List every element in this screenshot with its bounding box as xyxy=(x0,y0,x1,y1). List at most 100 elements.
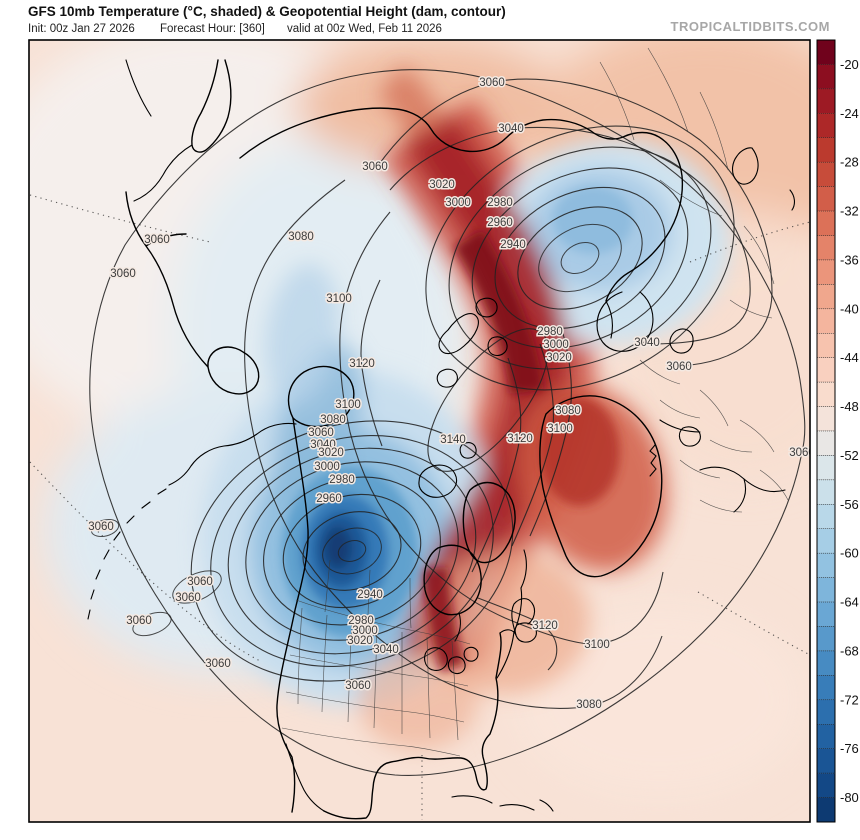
contour-3060-eurasia xyxy=(374,78,773,367)
colorbar-cell xyxy=(816,406,836,432)
contour-label: 3060 xyxy=(789,447,815,459)
colorbar-cell xyxy=(816,552,836,578)
coastline-na-west xyxy=(276,417,309,813)
colorbar-cell xyxy=(816,88,836,114)
contour-label: 3100 xyxy=(335,399,361,411)
init-time-label: Init: 00z Jan 27 2026 xyxy=(28,23,135,35)
contour-3100-northeast xyxy=(511,343,554,547)
coastline-aleutian-islands xyxy=(87,488,167,620)
colorbar-tick: -60 xyxy=(840,546,859,561)
contour-label: 3060 xyxy=(205,658,231,670)
colorbar-tick-labels: -20 -24 -28 -32 -36 -40 -44 -48 -52 -56 -60 -64 -68 -… xyxy=(840,57,859,805)
colorbar-tick: -80 xyxy=(840,790,859,805)
contour-label: 3100 xyxy=(326,293,352,305)
coastline-great-lakes xyxy=(424,646,479,675)
contour-label: 3000 xyxy=(445,197,471,209)
contour-label: 2980 xyxy=(329,474,355,486)
contour-label: 3020 xyxy=(429,179,455,191)
colorbar-cell xyxy=(816,161,836,187)
height-contours xyxy=(89,69,806,776)
coastline-arctic-archipelago xyxy=(418,297,508,498)
contour-label: 3060 xyxy=(187,576,213,588)
contour-label: 3020 xyxy=(347,635,373,647)
contour-3120-southeast xyxy=(477,597,558,671)
colorbar-cell xyxy=(816,39,836,65)
colorbar-cell xyxy=(816,797,836,823)
colorbar-cell xyxy=(816,650,836,676)
colorbar-tick: -28 xyxy=(840,155,859,170)
coastline-labrador xyxy=(496,549,527,679)
colorbar-cell xyxy=(816,210,836,236)
coastline-alaska xyxy=(287,365,355,428)
colorbar-cell xyxy=(816,430,836,456)
coastline-britain xyxy=(669,328,694,354)
contour-3060-aleutian-loop xyxy=(132,611,172,637)
contour-label: 3020 xyxy=(546,352,572,364)
coastline-white-sea xyxy=(731,147,795,211)
colorbar-cell xyxy=(816,504,836,529)
colorbar xyxy=(816,39,836,823)
contour-3060-aleutian-loop xyxy=(172,570,222,604)
contour-label: 3100 xyxy=(584,639,610,651)
coastline-okhotsk xyxy=(125,59,193,202)
colorbar-cell xyxy=(816,577,836,603)
contour-label: 3080 xyxy=(288,231,314,243)
coastline-mediterranean xyxy=(659,419,786,513)
contour-label: 3080 xyxy=(576,699,602,711)
contour-label: 3060 xyxy=(144,234,170,246)
header: GFS 10mb Temperature (°C, shaded) & Geop… xyxy=(28,4,830,35)
contour-label: 3060 xyxy=(362,161,388,173)
colorbar-tick: -36 xyxy=(840,252,859,267)
coastline-greenland xyxy=(539,395,663,578)
colorbar-cell xyxy=(816,64,836,90)
colorbar-cell xyxy=(816,455,836,481)
coastline-caribbean xyxy=(451,795,554,812)
contour-label: 3060 xyxy=(345,680,371,692)
contour-label: 3040 xyxy=(498,123,524,135)
contour-label: 2940 xyxy=(357,589,383,601)
coastline-james-bay xyxy=(454,612,461,642)
coastline-baffin xyxy=(462,481,516,564)
colorbar-tick: -40 xyxy=(840,301,859,316)
colorbar-tick: -20 xyxy=(840,57,859,72)
contour-3080-west xyxy=(244,179,663,710)
colorbar-cell xyxy=(816,259,836,285)
colorbar-frame xyxy=(816,39,836,823)
contour-3100-west xyxy=(339,211,664,645)
temperature-shading xyxy=(29,40,810,800)
coastline-iceland xyxy=(678,426,701,447)
colorbar-cell xyxy=(816,699,836,725)
contour-label: 3000 xyxy=(314,461,340,473)
colorbar-cell xyxy=(816,186,836,212)
colorbar-cell xyxy=(816,137,836,163)
political-borders xyxy=(281,47,789,757)
contour-3140-ridge xyxy=(427,328,549,472)
colorbar-cell xyxy=(816,748,836,774)
colorbar-tick: -72 xyxy=(840,692,859,707)
page-title: GFS 10mb Temperature (°C, shaded) & Geop… xyxy=(28,4,506,19)
colorbar-cell xyxy=(816,333,836,358)
colorbar-cell xyxy=(816,284,836,310)
contour-3120-northeast xyxy=(471,357,522,573)
map-frame xyxy=(28,39,811,823)
colorbar-cell xyxy=(816,528,836,554)
coastline-baltic xyxy=(596,291,654,352)
contour-label: 3060 xyxy=(126,615,152,627)
contour-label: 3140 xyxy=(440,434,466,446)
colorbar-cell xyxy=(816,308,836,334)
forecast-hour-label: Forecast Hour: [360] xyxy=(160,23,265,35)
coastline-baja xyxy=(285,743,325,812)
colorbar-tick: -48 xyxy=(840,399,859,414)
coastline-alaska-peninsula xyxy=(168,422,297,486)
colorbar-tick: -68 xyxy=(840,643,859,658)
contour-label: 3120 xyxy=(349,358,375,370)
contour-label: 3040 xyxy=(634,337,660,349)
colorbar-tick: -32 xyxy=(840,204,859,219)
colorbar-cell xyxy=(816,113,836,138)
coastline-greenland-fjords xyxy=(649,444,657,477)
contours-europe-low xyxy=(425,125,735,391)
colorbar-cell xyxy=(816,724,836,749)
contour-label: 3060 xyxy=(666,361,692,373)
